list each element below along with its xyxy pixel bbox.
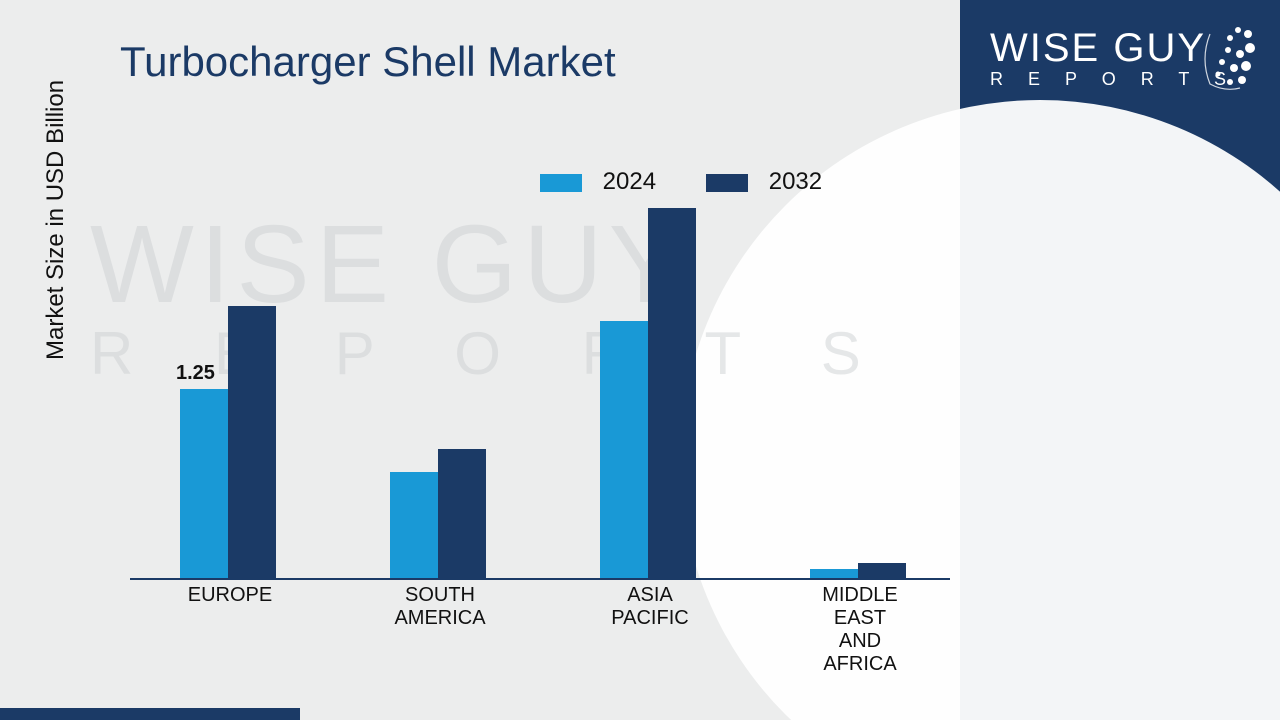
chart-title: Turbocharger Shell Market xyxy=(120,38,616,86)
plot-area: 1.25 xyxy=(130,200,950,580)
legend-item-2032: 2032 xyxy=(706,168,822,196)
bar-2024 xyxy=(180,389,228,578)
legend-label-2024: 2024 xyxy=(603,168,656,195)
bar-2032 xyxy=(648,208,696,578)
legend-swatch-2032 xyxy=(706,174,748,192)
x-axis-label: EUROPE xyxy=(150,584,310,607)
bar-2024 xyxy=(810,569,858,578)
bottom-accent-bar xyxy=(0,708,300,720)
legend-label-2032: 2032 xyxy=(769,168,822,195)
bar-2032 xyxy=(858,563,906,578)
chart-canvas: WISE GUY R E P O R T S WISE GUY R E P O … xyxy=(0,0,1280,720)
brand-dots-icon xyxy=(1200,24,1260,94)
bar-2024 xyxy=(390,472,438,578)
legend-swatch-2024 xyxy=(540,174,582,192)
bar-2024 xyxy=(600,321,648,578)
x-axis-label: MIDDLEEASTANDAFRICA xyxy=(780,584,940,676)
x-axis-label: SOUTHAMERICA xyxy=(360,584,520,630)
legend: 2024 2032 xyxy=(540,168,822,196)
bar-value-label: 1.25 xyxy=(176,362,215,385)
bar-2032 xyxy=(438,449,486,578)
bar-2032 xyxy=(228,306,276,578)
legend-item-2024: 2024 xyxy=(540,168,656,196)
x-axis-baseline xyxy=(130,578,950,580)
y-axis-label: Market Size in USD Billion xyxy=(42,80,70,360)
x-axis-label: ASIAPACIFIC xyxy=(570,584,730,630)
